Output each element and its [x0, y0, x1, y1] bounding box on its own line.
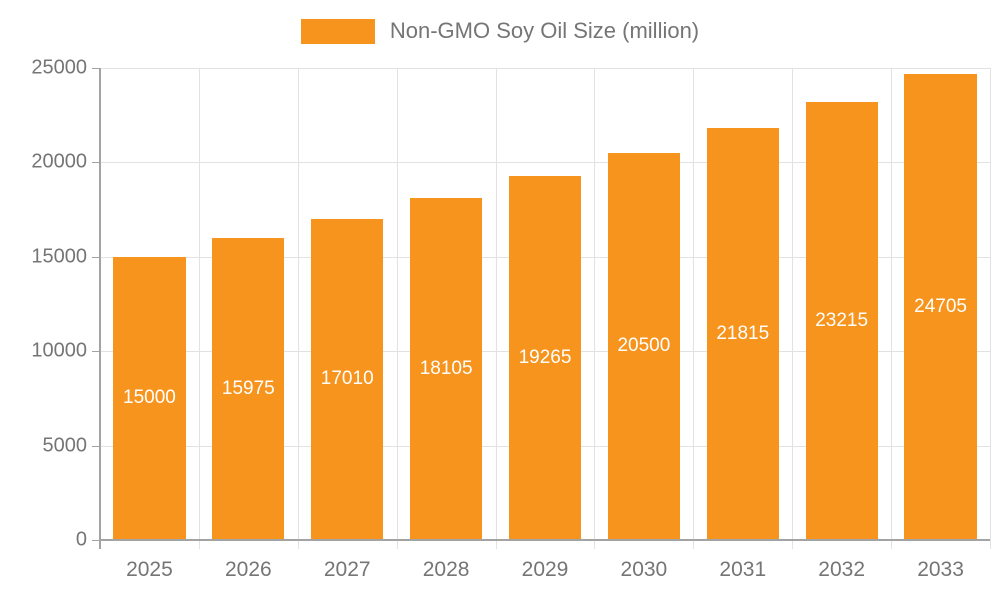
- x-axis-tick-label: 2032: [818, 558, 866, 581]
- v-gridline: [990, 68, 991, 549]
- x-axis-tick-label: 2031: [719, 558, 767, 581]
- bar-value-label: 18105: [419, 358, 473, 380]
- v-gridline: [297, 68, 299, 549]
- bar-value-label: 20500: [617, 335, 671, 357]
- bar-2030[interactable]: 20500: [607, 152, 680, 540]
- v-gridline: [792, 68, 794, 549]
- y-axis-tick: [92, 162, 100, 164]
- v-gridline: [891, 68, 893, 549]
- bar-2026[interactable]: 15975: [212, 238, 285, 540]
- bar-2027[interactable]: 17010: [311, 218, 384, 540]
- y-axis-tick: [92, 256, 100, 258]
- y-axis-tick-label: 15000: [31, 245, 87, 268]
- bar-2031[interactable]: 21815: [706, 128, 779, 540]
- x-axis-tick-label: 2027: [323, 558, 371, 581]
- bar-2032[interactable]: 23215: [805, 101, 878, 540]
- h-gridline: [100, 162, 990, 164]
- x-axis-line: [100, 539, 990, 541]
- bar-value-label: 23215: [815, 309, 869, 331]
- bar-value-label: 21815: [716, 323, 770, 345]
- y-axis-tick-label: 0: [75, 528, 87, 551]
- x-axis-tick-label: 2025: [126, 558, 173, 581]
- y-axis-line: [99, 68, 101, 549]
- y-axis-tick-label: 20000: [31, 150, 87, 173]
- bar-2033[interactable]: 24705: [904, 73, 977, 540]
- bar-value-label: 15975: [221, 378, 275, 400]
- x-axis-tick-label: 2029: [521, 558, 569, 581]
- bar-value-label: 17010: [320, 368, 374, 390]
- h-gridline: [100, 68, 990, 69]
- y-axis-tick: [92, 445, 100, 447]
- y-axis-tick: [92, 351, 100, 353]
- y-axis-tick-label: 5000: [42, 434, 88, 457]
- y-axis-tick-label: 10000: [31, 339, 87, 362]
- y-axis-tick: [92, 540, 100, 541]
- v-gridline: [594, 68, 596, 549]
- legend-label: Non-GMO Soy Oil Size (million): [389, 18, 700, 43]
- legend[interactable]: Non-GMO Soy Oil Size (million): [0, 18, 1000, 44]
- y-axis-tick-label: 25000: [31, 56, 87, 79]
- v-gridline: [495, 68, 497, 549]
- bar-2028[interactable]: 18105: [410, 198, 483, 540]
- bar-value-label: 15000: [123, 387, 176, 409]
- v-gridline: [396, 68, 398, 549]
- bar-2029[interactable]: 19265: [508, 176, 582, 540]
- x-axis-tick-label: 2030: [620, 558, 668, 581]
- y-axis-tick: [92, 68, 100, 69]
- bar-value-label: 24705: [914, 295, 967, 317]
- v-gridline: [693, 68, 695, 549]
- bar-2025[interactable]: 15000: [113, 256, 186, 540]
- legend-swatch: [300, 18, 375, 44]
- x-axis-tick-label: 2033: [917, 558, 964, 581]
- x-axis-tick-label: 2028: [422, 558, 470, 581]
- v-gridline: [198, 68, 200, 549]
- x-axis-tick-label: 2026: [224, 558, 272, 581]
- bar-value-label: 19265: [518, 347, 572, 369]
